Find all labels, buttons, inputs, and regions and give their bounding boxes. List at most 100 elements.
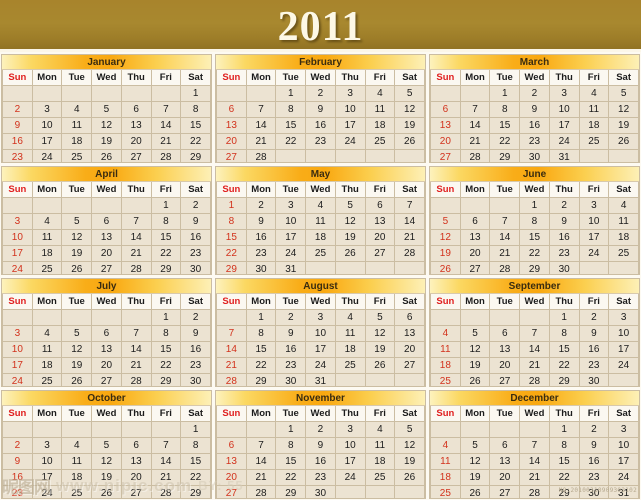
day-cell[interactable]: 12 (459, 453, 491, 470)
day-cell[interactable]: 7 (245, 437, 277, 454)
day-cell[interactable]: 29 (548, 485, 580, 498)
day-cell[interactable]: 11 (430, 453, 461, 470)
day-cell[interactable]: 15 (245, 341, 277, 358)
day-cell[interactable]: 23 (305, 469, 336, 486)
day-cell[interactable]: 19 (61, 245, 93, 262)
day-cell[interactable]: 4 (61, 437, 93, 454)
day-cell[interactable]: 1 (150, 309, 182, 326)
day-cell[interactable]: 20 (91, 357, 122, 374)
day-cell[interactable]: 3 (2, 213, 33, 230)
day-cell[interactable]: 8 (216, 213, 247, 230)
day-cell[interactable]: 16 (519, 117, 550, 134)
day-cell[interactable]: 15 (150, 229, 182, 246)
day-cell[interactable]: 3 (548, 85, 580, 102)
day-cell[interactable]: 21 (459, 133, 491, 150)
day-cell[interactable]: 20 (489, 469, 521, 486)
day-cell[interactable]: 10 (334, 101, 366, 118)
day-cell[interactable]: 27 (364, 245, 396, 262)
day-cell[interactable]: 19 (394, 453, 425, 470)
day-cell[interactable]: 27 (489, 373, 521, 386)
day-cell[interactable]: 21 (150, 469, 182, 486)
day-cell[interactable]: 6 (91, 325, 122, 342)
day-cell[interactable]: 21 (120, 357, 152, 374)
day-cell[interactable]: 29 (180, 485, 211, 498)
day-cell[interactable]: 13 (216, 453, 247, 470)
day-cell[interactable]: 26 (394, 469, 425, 486)
day-cell[interactable]: 10 (2, 341, 33, 358)
day-cell[interactable]: 13 (489, 341, 521, 358)
day-cell[interactable]: 25 (430, 485, 461, 498)
day-cell[interactable]: 24 (578, 245, 610, 262)
day-cell[interactable]: 15 (548, 341, 580, 358)
day-cell[interactable]: 23 (2, 149, 33, 162)
day-cell[interactable]: 18 (334, 341, 366, 358)
day-cell[interactable]: 2 (305, 421, 336, 438)
day-cell[interactable]: 2 (305, 85, 336, 102)
day-cell[interactable]: 15 (519, 229, 550, 246)
day-cell[interactable]: 23 (275, 357, 307, 374)
day-cell[interactable]: 10 (548, 101, 580, 118)
day-cell[interactable]: 4 (31, 325, 63, 342)
day-cell[interactable]: 7 (150, 437, 182, 454)
day-cell[interactable]: 24 (334, 469, 366, 486)
day-cell[interactable]: 14 (120, 341, 152, 358)
day-cell[interactable]: 17 (31, 469, 63, 486)
day-cell[interactable]: 5 (61, 213, 93, 230)
day-cell[interactable]: 3 (578, 197, 610, 214)
day-cell[interactable]: 6 (489, 437, 521, 454)
day-cell[interactable]: 29 (150, 373, 182, 386)
day-cell[interactable]: 19 (459, 469, 491, 486)
day-cell[interactable]: 8 (180, 437, 211, 454)
day-cell[interactable]: 27 (216, 149, 247, 162)
day-cell[interactable]: 4 (61, 101, 93, 118)
day-cell[interactable]: 30 (519, 149, 550, 162)
day-cell[interactable]: 17 (305, 341, 336, 358)
day-cell[interactable]: 2 (245, 197, 277, 214)
day-cell[interactable]: 8 (245, 325, 277, 342)
day-cell[interactable]: 16 (180, 229, 211, 246)
day-cell[interactable]: 31 (305, 373, 336, 386)
day-cell[interactable]: 27 (394, 357, 425, 374)
day-cell[interactable]: 25 (430, 373, 461, 386)
day-cell[interactable]: 2 (578, 421, 610, 438)
day-cell[interactable]: 19 (91, 469, 122, 486)
day-cell[interactable]: 5 (91, 101, 122, 118)
day-cell[interactable]: 14 (519, 453, 550, 470)
day-cell[interactable]: 9 (245, 213, 277, 230)
day-cell[interactable]: 9 (275, 325, 307, 342)
day-cell[interactable]: 11 (31, 341, 63, 358)
day-cell[interactable]: 18 (31, 357, 63, 374)
day-cell[interactable]: 11 (334, 325, 366, 342)
day-cell[interactable]: 13 (459, 229, 491, 246)
day-cell[interactable]: 29 (519, 261, 550, 274)
day-cell[interactable]: 10 (31, 453, 63, 470)
day-cell[interactable]: 2 (548, 197, 580, 214)
day-cell[interactable]: 13 (120, 117, 152, 134)
day-cell[interactable]: 19 (430, 245, 461, 262)
day-cell[interactable]: 22 (489, 133, 521, 150)
day-cell[interactable]: 21 (150, 133, 182, 150)
day-cell[interactable]: 18 (31, 245, 63, 262)
day-cell[interactable]: 18 (364, 117, 396, 134)
day-cell[interactable]: 16 (578, 453, 610, 470)
day-cell[interactable]: 1 (245, 309, 277, 326)
day-cell[interactable]: 7 (216, 325, 247, 342)
day-cell[interactable]: 26 (394, 133, 425, 150)
day-cell[interactable]: 19 (364, 341, 396, 358)
day-cell[interactable]: 28 (245, 485, 277, 498)
day-cell[interactable]: 4 (430, 437, 461, 454)
day-cell[interactable]: 6 (120, 101, 152, 118)
day-cell[interactable]: 13 (91, 229, 122, 246)
day-cell[interactable]: 14 (245, 453, 277, 470)
day-cell[interactable]: 5 (334, 197, 366, 214)
day-cell[interactable]: 19 (394, 117, 425, 134)
day-cell[interactable]: 30 (548, 261, 580, 274)
day-cell[interactable]: 2 (2, 437, 33, 454)
day-cell[interactable]: 17 (2, 357, 33, 374)
day-cell[interactable]: 26 (61, 373, 93, 386)
day-cell[interactable]: 18 (430, 357, 461, 374)
day-cell[interactable]: 9 (578, 325, 610, 342)
day-cell[interactable]: 29 (150, 261, 182, 274)
day-cell[interactable]: 23 (519, 133, 550, 150)
day-cell[interactable]: 12 (430, 229, 461, 246)
